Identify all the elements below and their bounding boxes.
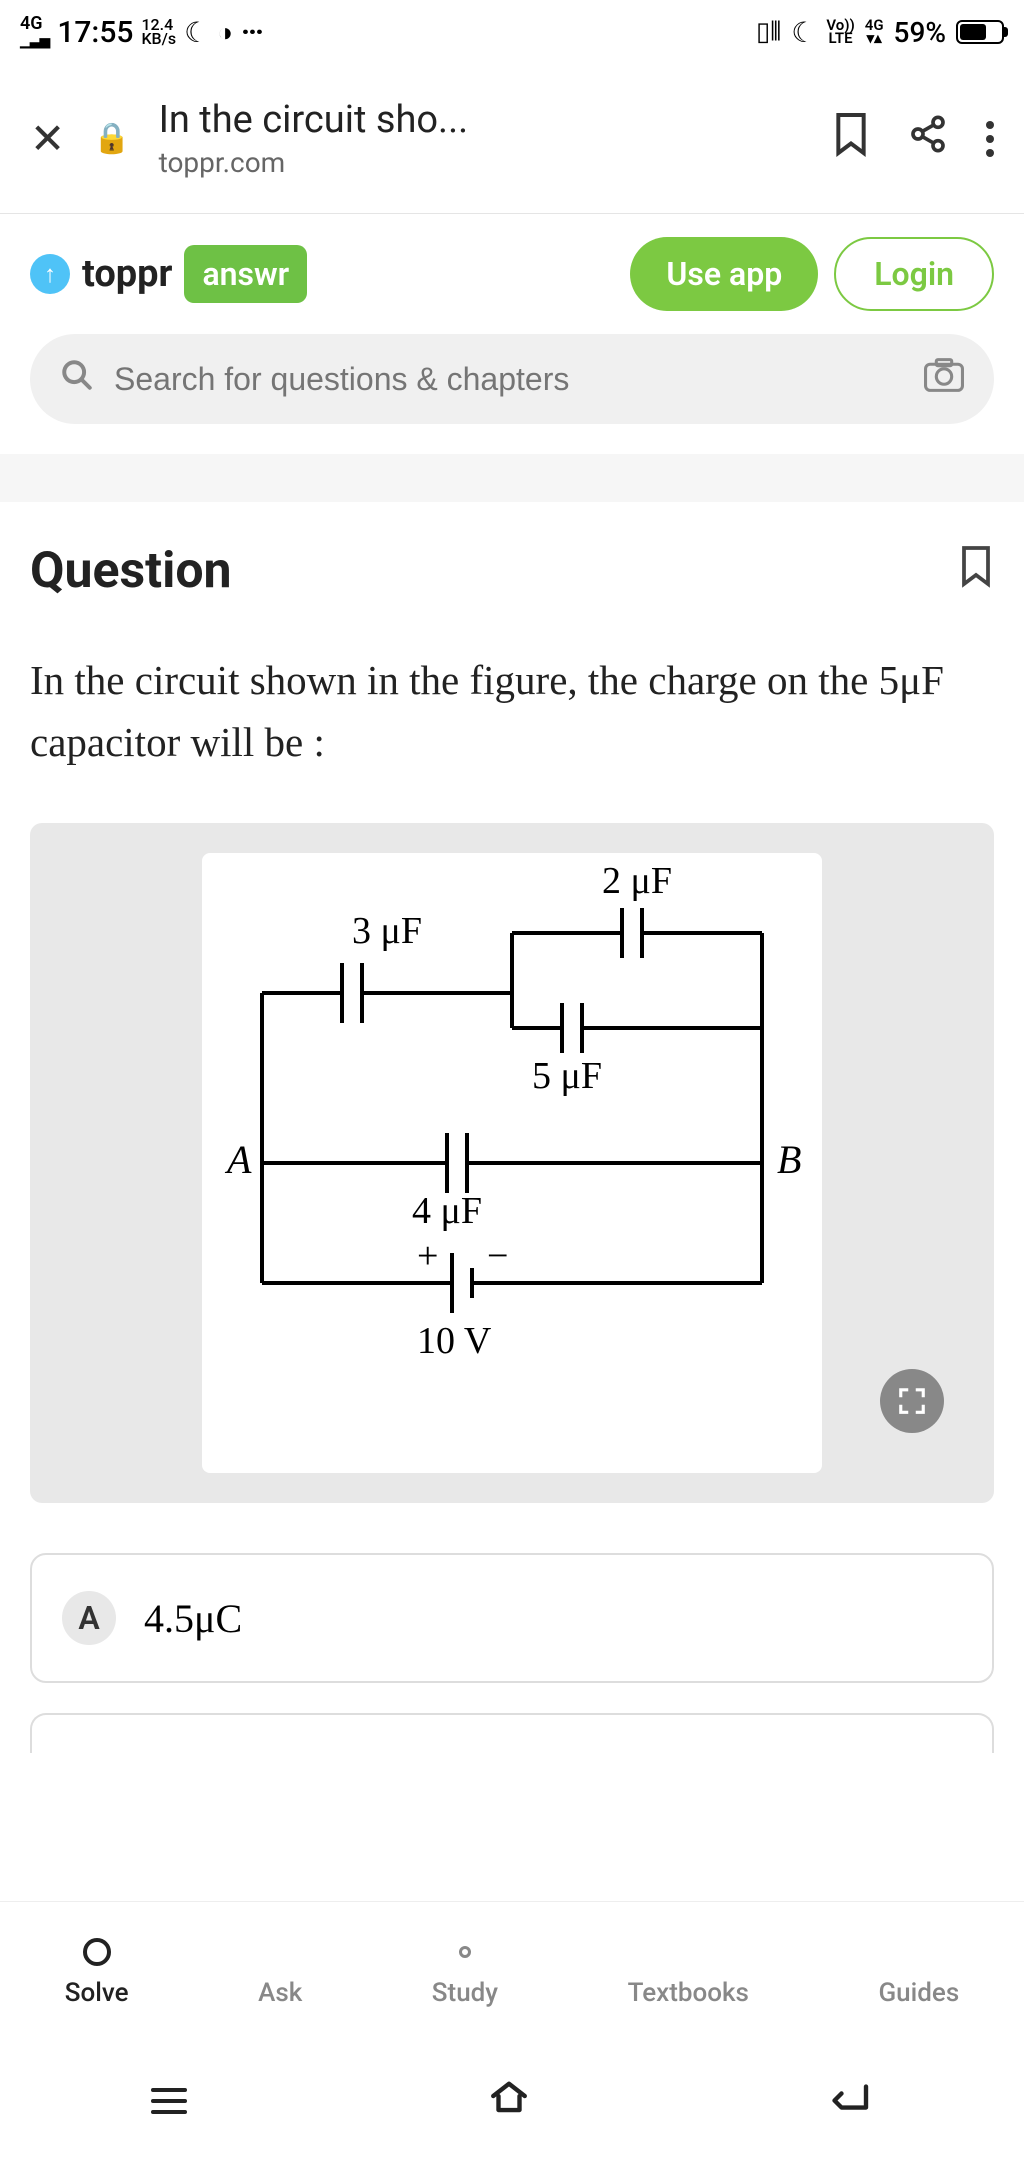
login-button[interactable]: Login [834,237,994,311]
nav-guides[interactable]: Guides [878,1936,959,2008]
camera-icon[interactable] [924,357,964,402]
signal-4g: 4G ▁▃▅ [20,15,49,49]
plus-label: + [417,1235,438,1277]
lte-label: LTE [826,32,854,46]
answr-badge: answr [184,245,307,303]
recents-icon[interactable] [151,2088,187,2114]
search-icon [60,358,94,401]
minus-label: − [487,1235,508,1277]
bottom-nav: Solve Ask Study Textbooks Guides [0,1901,1024,2041]
nav-ask[interactable]: Ask [258,1936,302,2008]
nav-study[interactable]: Study [432,1936,498,2008]
c1-label: 3 μF [352,910,422,952]
c4-label: 4 μF [412,1190,482,1232]
system-nav [0,2041,1024,2161]
status-bar: 4G ▁▃▅ 17:55 12.4 KB/s ☾ ◑ ··· ▯⫴ ☾ Vo))… [0,0,1024,64]
page-domain: toppr.com [159,146,804,179]
c2-label: 2 μF [602,860,672,902]
network-4g: 4G ▾▴ [865,19,884,46]
nav-solve[interactable]: Solve [65,1936,129,2008]
app-header: ↑ toppr answr Use app Login [0,214,1024,334]
close-icon[interactable]: ✕ [30,114,65,164]
status-more-icon: ··· [241,15,262,50]
home-icon[interactable] [488,2077,530,2125]
c3-label: 5 μF [532,1055,602,1097]
search-input[interactable] [114,361,904,398]
nav-solve-label: Solve [65,1978,129,2008]
data-speed-unit: KB/s [141,32,176,46]
moon-icon: ☾ [791,16,816,49]
chrome-actions [832,111,994,167]
bookmark-icon[interactable] [832,111,870,167]
network-indicator: Vo)) LTE [826,19,854,46]
use-app-button[interactable]: Use app [630,237,818,311]
section-divider [0,454,1024,502]
more-menu-icon[interactable] [986,121,994,157]
title-block[interactable]: In the circuit sho... toppr.com [159,98,804,179]
volt-label: 10 V [417,1320,492,1362]
status-left: 4G ▁▃▅ 17:55 12.4 KB/s ☾ ◑ ··· [20,15,262,50]
question-section: Question In the circuit shown in the fig… [0,502,1024,1823]
option-a[interactable]: A 4.5μC [30,1553,994,1683]
toppr-logo[interactable]: ↑ toppr answr [30,245,307,303]
study-icon [459,1946,471,1958]
search-wrap [0,334,1024,454]
option-a-text: 4.5μC [144,1595,242,1642]
back-icon[interactable] [831,2078,873,2125]
circuit-inner: 3 μF 2 μF 5 μF 4 μF 10 V A B + − [202,853,822,1473]
expand-image-button[interactable] [880,1369,944,1433]
nav-ask-label: Ask [258,1978,302,2008]
node-b-label: B [777,1137,801,1182]
logo-text: toppr [82,252,172,296]
nav-textbooks[interactable]: Textbooks [628,1936,749,2008]
nav-guides-label: Guides [878,1978,959,2008]
dnd-moon-icon: ☾ [184,16,209,49]
lock-icon: 🔒 [93,121,130,156]
status-time: 17:55 [57,15,133,50]
bookmark-question-icon[interactable] [958,544,994,599]
vibrate-icon: ▯⫴ [756,17,781,48]
search-bar[interactable] [30,334,994,424]
battery-percent: 59% [894,16,946,49]
status-right: ▯⫴ ☾ Vo)) LTE 4G ▾▴ 59% [756,16,1004,49]
battery-icon [956,20,1004,44]
status-circle-icon: ◑ [217,17,233,48]
signal-4g-label: 4G [20,15,49,33]
page-title: In the circuit sho... [159,98,804,142]
question-header: Question [30,542,994,600]
nav-textbooks-label: Textbooks [628,1978,749,2008]
circuit-diagram: 3 μF 2 μF 5 μF 4 μF 10 V A B + − [30,823,994,1503]
logo-arrow-icon: ↑ [30,254,70,294]
net-arrows-icon: ▾▴ [865,32,884,46]
option-a-letter: A [62,1591,116,1645]
circuit-svg: 3 μF 2 μF 5 μF 4 μF 10 V A B + − [202,853,822,1473]
option-b[interactable] [30,1713,994,1753]
share-icon[interactable] [908,112,948,166]
browser-chrome: ✕ 🔒 In the circuit sho... toppr.com [0,64,1024,214]
data-speed: 12.4 KB/s [141,18,176,47]
question-text: In the circuit shown in the figure, the … [30,650,994,773]
signal-bars-icon: ▁▃▅ [20,33,49,49]
solve-icon [83,1938,111,1966]
question-heading: Question [30,542,232,600]
node-a-label: A [224,1137,252,1182]
nav-study-label: Study [432,1978,498,2008]
